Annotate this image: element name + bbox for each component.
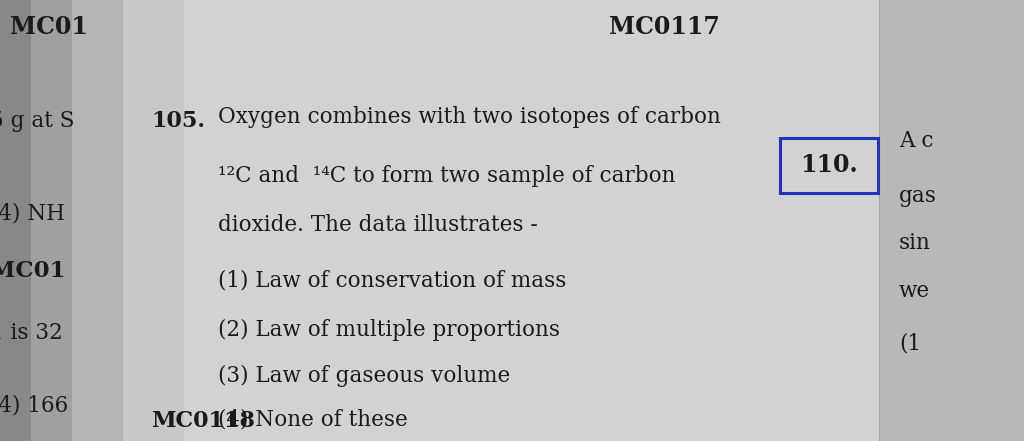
Text: (4) 166: (4) 166: [0, 395, 68, 417]
Text: MC0117: MC0117: [609, 15, 720, 39]
Text: MC01: MC01: [10, 15, 88, 39]
Bar: [0, 0, 123, 441]
Text: Oxygen combines with two isotopes of carbon: Oxygen combines with two isotopes of car…: [218, 106, 721, 128]
Text: MC0118: MC0118: [152, 410, 256, 432]
Text: sin: sin: [899, 232, 931, 254]
Bar: [31, 0, 72, 441]
Bar: [123, 0, 184, 441]
Bar: [879, 0, 1024, 441]
Text: 110.: 110.: [800, 153, 858, 177]
Text: 5 g at S: 5 g at S: [0, 110, 75, 132]
Text: gas: gas: [899, 185, 937, 207]
Text: 105.: 105.: [152, 110, 206, 132]
Text: (2) Law of multiple proportions: (2) Law of multiple proportions: [218, 319, 560, 341]
Bar: [0, 0, 31, 441]
Text: MC01: MC01: [0, 260, 66, 282]
Text: 1 is 32: 1 is 32: [0, 322, 62, 344]
Text: (1: (1: [899, 333, 921, 355]
Text: ¹²C and  ¹⁴C to form two sample of carbon: ¹²C and ¹⁴C to form two sample of carbon: [218, 165, 676, 187]
Bar: [123, 0, 881, 441]
Text: (3) Law of gaseous volume: (3) Law of gaseous volume: [218, 365, 510, 387]
Text: (4) None of these: (4) None of these: [218, 409, 408, 431]
Text: dioxide. The data illustrates -: dioxide. The data illustrates -: [218, 214, 538, 236]
Text: (4) NH: (4) NH: [0, 203, 65, 225]
Bar: [780, 138, 878, 193]
Text: A c: A c: [899, 130, 934, 152]
Text: (1) Law of conservation of mass: (1) Law of conservation of mass: [218, 269, 566, 291]
Bar: [72, 0, 123, 441]
Text: we: we: [899, 280, 930, 302]
